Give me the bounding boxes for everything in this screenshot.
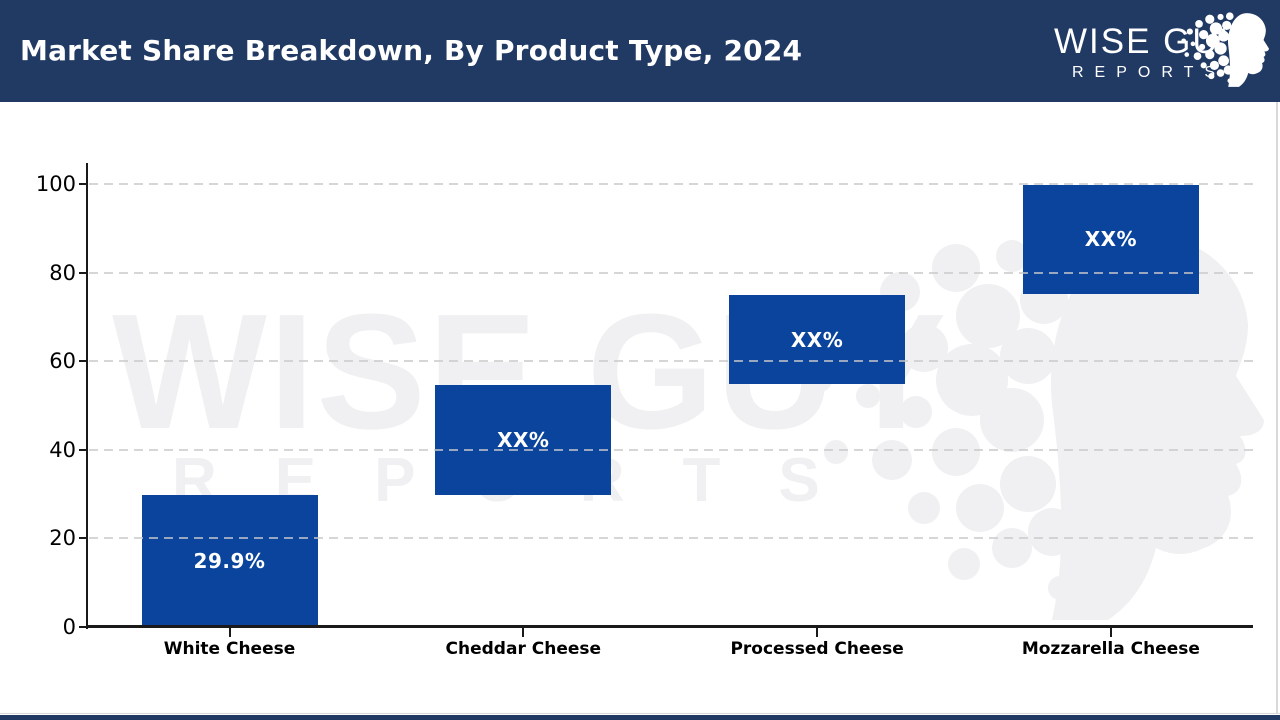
y-tick-mark <box>79 360 86 363</box>
footer-bar <box>0 715 1280 720</box>
bar: 29.9% <box>141 494 318 627</box>
y-tick-mark <box>79 183 86 186</box>
y-tick-mark <box>79 448 86 451</box>
y-tick-mark <box>79 271 86 274</box>
x-tick-mark <box>522 628 525 637</box>
bar-value-label: XX% <box>790 327 844 352</box>
y-axis-spine <box>86 163 88 629</box>
brand-head-dots-icon <box>1176 8 1272 92</box>
bar: XX% <box>729 294 906 385</box>
x-axis-spine <box>86 625 1253 628</box>
x-tick-label: White Cheese <box>163 639 296 659</box>
bar-value-label: 29.9% <box>193 548 266 573</box>
y-tick-label: 20 <box>49 526 76 551</box>
bar: XX% <box>435 384 612 495</box>
bar-value-label: XX% <box>1084 227 1138 252</box>
x-tick-mark <box>228 628 231 637</box>
chart-title: Market Share Breakdown, By Product Type,… <box>20 34 803 67</box>
y-tick-label: 40 <box>49 437 76 462</box>
x-tick-label: Mozzarella Cheese <box>1021 639 1200 659</box>
x-tick-label: Cheddar Cheese <box>445 639 602 659</box>
x-tick-label: Processed Cheese <box>730 639 904 659</box>
brand-logo: WISE GUY REPORTS <box>1022 4 1272 98</box>
grid-line <box>89 271 1253 274</box>
bar-value-label: XX% <box>497 427 550 452</box>
y-tick-label: 60 <box>49 349 76 374</box>
header-bar: Market Share Breakdown, By Product Type,… <box>0 0 1280 102</box>
grid-line <box>89 183 1253 186</box>
y-tick-mark <box>79 537 86 540</box>
y-tick-label: 80 <box>49 260 76 285</box>
plot-right-border <box>1276 102 1278 714</box>
x-tick-mark <box>816 628 819 637</box>
grid-line <box>89 537 1253 540</box>
bar: XX% <box>1022 185 1199 294</box>
grid-line <box>89 360 1253 363</box>
brand-reports-text: REPORTS <box>1072 64 1227 81</box>
grid-line <box>89 448 1253 451</box>
y-tick-mark <box>79 626 86 628</box>
x-tick-mark <box>1109 628 1112 637</box>
bottom-hairline <box>0 713 1280 714</box>
y-tick-label: 100 <box>35 172 76 197</box>
y-tick-label: 0 <box>62 615 76 639</box>
